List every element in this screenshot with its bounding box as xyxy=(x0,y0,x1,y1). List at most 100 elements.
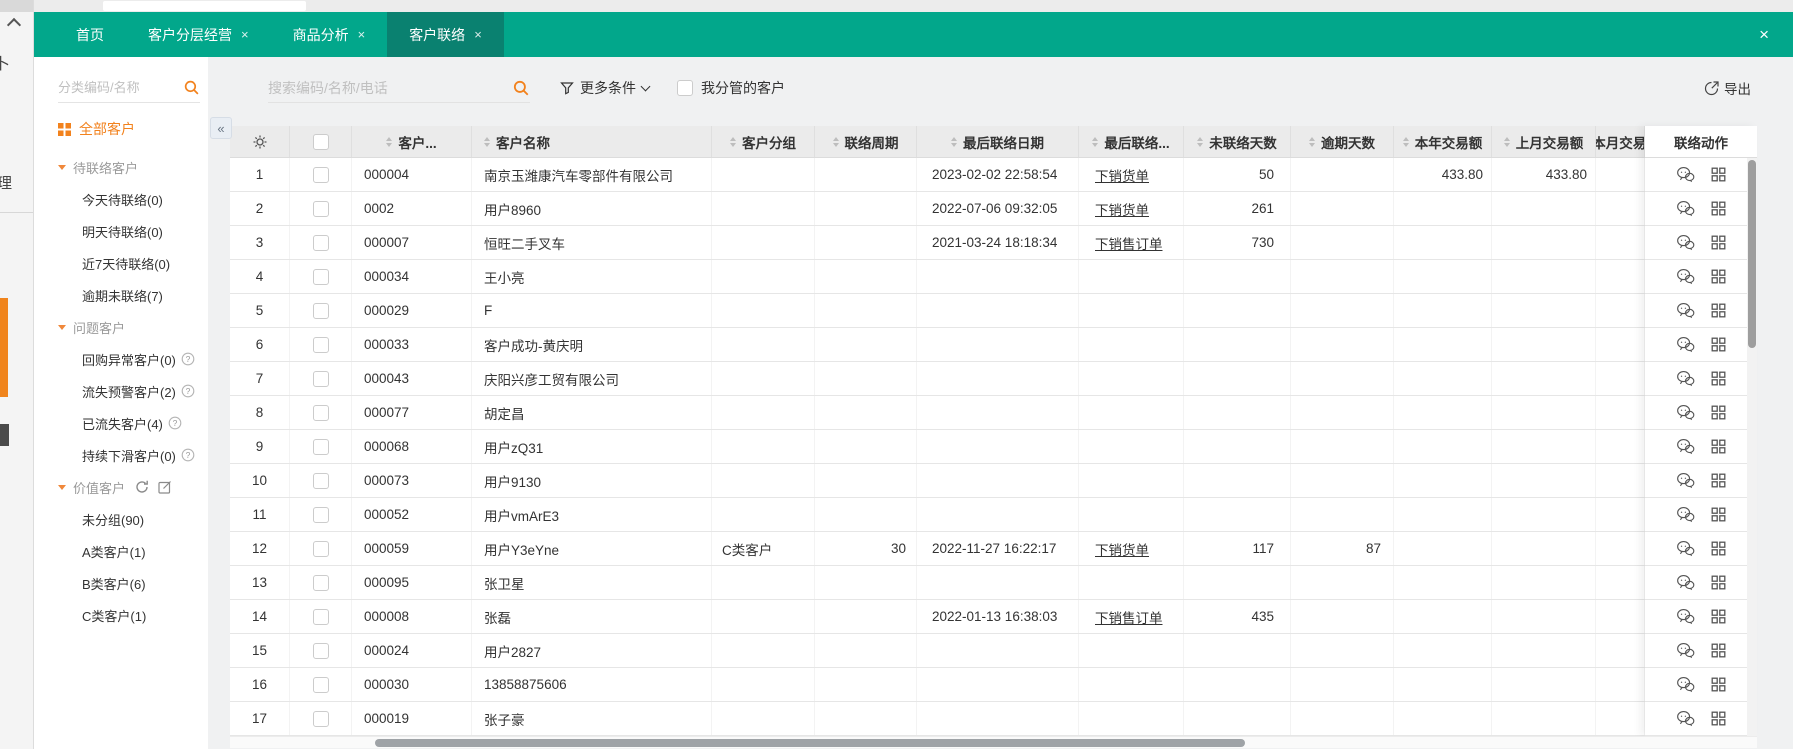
row-checkbox[interactable] xyxy=(312,200,329,217)
export-button[interactable]: 导出 xyxy=(1704,78,1751,98)
column-settings-button[interactable] xyxy=(230,126,290,157)
sidebar-item[interactable]: 已流失客户(4)? xyxy=(34,407,208,439)
last-action-link[interactable]: 下销售订单 xyxy=(1095,610,1163,626)
row-checkbox[interactable] xyxy=(312,676,329,693)
cell-last_action[interactable]: 下销货单 xyxy=(1079,532,1184,565)
more-actions-button[interactable] xyxy=(1711,439,1726,454)
more-actions-button[interactable] xyxy=(1711,711,1726,726)
row-checkbox[interactable] xyxy=(312,642,329,659)
more-actions-button[interactable] xyxy=(1711,575,1726,590)
wechat-action-button[interactable] xyxy=(1676,472,1695,489)
cell-last_action[interactable]: 下销售订单 xyxy=(1079,600,1184,633)
more-actions-button[interactable] xyxy=(1711,337,1726,352)
wechat-action-button[interactable] xyxy=(1676,506,1695,523)
close-all-icon[interactable]: × xyxy=(1759,24,1769,44)
more-actions-button[interactable] xyxy=(1711,541,1726,556)
help-icon[interactable]: ? xyxy=(181,352,195,366)
sidebar-item-all-customers[interactable]: 全部客户 xyxy=(58,119,208,139)
refresh-icon[interactable] xyxy=(135,480,149,494)
sidebar-item[interactable]: 持续下滑客户(0)? xyxy=(34,439,208,471)
wechat-action-button[interactable] xyxy=(1676,540,1695,557)
sidebar-item[interactable]: 近7天待联络(0) xyxy=(34,247,208,279)
vertical-scrollbar-thumb[interactable] xyxy=(1748,160,1756,348)
row-checkbox[interactable] xyxy=(312,302,329,319)
column-header-name[interactable]: 客户名称 xyxy=(472,126,712,157)
more-actions-button[interactable] xyxy=(1711,167,1726,182)
sidebar-item[interactable]: 回购异常客户(0)? xyxy=(34,343,208,375)
help-icon[interactable]: ? xyxy=(168,416,182,430)
column-header-last_action[interactable]: 最后联络... xyxy=(1079,126,1184,157)
column-header-code[interactable]: 客户... xyxy=(352,126,472,157)
row-checkbox[interactable] xyxy=(312,268,329,285)
my-customers-filter[interactable]: 我分管的客户 xyxy=(677,78,785,98)
more-actions-button[interactable] xyxy=(1711,643,1726,658)
last-action-link[interactable]: 下销货单 xyxy=(1095,202,1149,218)
sidebar-item[interactable]: B类客户(6) xyxy=(34,567,208,599)
row-checkbox[interactable] xyxy=(312,574,329,591)
row-checkbox[interactable] xyxy=(312,608,329,625)
edit-icon[interactable] xyxy=(158,480,172,494)
sidebar-item[interactable]: 今天待联络(0) xyxy=(34,183,208,215)
tab[interactable]: 客户联络 × xyxy=(387,12,504,57)
column-header-cycle[interactable]: 联络周期 xyxy=(815,126,917,157)
wechat-action-button[interactable] xyxy=(1676,608,1695,625)
wechat-action-button[interactable] xyxy=(1676,642,1695,659)
row-checkbox[interactable] xyxy=(312,472,329,489)
column-header-days[interactable]: 未联络天数 xyxy=(1184,126,1291,157)
sidebar-item[interactable]: 未分组(90) xyxy=(34,503,208,535)
wechat-action-button[interactable] xyxy=(1676,404,1695,421)
wechat-action-button[interactable] xyxy=(1676,676,1695,693)
row-checkbox[interactable] xyxy=(312,336,329,353)
sidebar-group[interactable]: 问题客户 xyxy=(34,311,208,343)
tab[interactable]: 客户分层经营 × xyxy=(126,12,271,57)
wechat-action-button[interactable] xyxy=(1676,710,1695,727)
tab-close-icon[interactable]: × xyxy=(474,27,482,42)
last-action-link[interactable]: 下销货单 xyxy=(1095,542,1149,558)
more-actions-button[interactable] xyxy=(1711,235,1726,250)
row-checkbox[interactable] xyxy=(312,438,329,455)
horizontal-scrollbar[interactable] xyxy=(230,736,1757,748)
cell-last_action[interactable]: 下销货单 xyxy=(1079,192,1184,225)
cell-last_action[interactable]: 下销货单 xyxy=(1079,158,1184,191)
wechat-action-button[interactable] xyxy=(1676,166,1695,183)
row-checkbox[interactable] xyxy=(312,370,329,387)
help-icon[interactable]: ? xyxy=(181,448,195,462)
sidebar-item[interactable]: 流失预警客户(2)? xyxy=(34,375,208,407)
vertical-scrollbar[interactable] xyxy=(1747,158,1757,736)
my-customers-checkbox[interactable] xyxy=(677,80,693,96)
sidebar-collapse-button[interactable]: « xyxy=(210,117,232,139)
more-filters-button[interactable]: 更多条件 xyxy=(560,78,651,98)
horizontal-scrollbar-thumb[interactable] xyxy=(375,739,1245,747)
search-icon[interactable] xyxy=(512,79,530,97)
tab-close-icon[interactable]: × xyxy=(357,27,366,42)
customer-search-input[interactable] xyxy=(268,79,512,96)
help-icon[interactable]: ? xyxy=(181,384,195,398)
sidebar-item[interactable]: C类客户(1) xyxy=(34,599,208,631)
more-actions-button[interactable] xyxy=(1711,371,1726,386)
wechat-action-button[interactable] xyxy=(1676,200,1695,217)
column-header-overdue[interactable]: 逾期天数 xyxy=(1291,126,1394,157)
column-header-year_amt[interactable]: 本年交易额 xyxy=(1394,126,1492,157)
sidebar-group[interactable]: 待联络客户 xyxy=(34,151,208,183)
tab[interactable]: 首页 xyxy=(54,12,126,57)
category-search-input[interactable] xyxy=(58,80,183,95)
sidebar-group[interactable]: 价值客户 xyxy=(34,471,208,503)
wechat-action-button[interactable] xyxy=(1676,438,1695,455)
wechat-action-button[interactable] xyxy=(1676,302,1695,319)
more-actions-button[interactable] xyxy=(1711,303,1726,318)
more-actions-button[interactable] xyxy=(1711,507,1726,522)
wechat-action-button[interactable] xyxy=(1676,268,1695,285)
cell-last_action[interactable]: 下销售订单 xyxy=(1079,226,1184,259)
row-checkbox[interactable] xyxy=(312,540,329,557)
search-icon[interactable] xyxy=(183,79,200,96)
column-header-this_month_amt[interactable]: 本月交易额 xyxy=(1596,126,1645,157)
sidebar-item[interactable]: 逾期未联络(7) xyxy=(34,279,208,311)
column-header-group[interactable]: 客户分组 xyxy=(712,126,815,157)
row-checkbox[interactable] xyxy=(312,166,329,183)
row-checkbox[interactable] xyxy=(312,506,329,523)
more-actions-button[interactable] xyxy=(1711,269,1726,284)
sidebar-item[interactable]: 明天待联络(0) xyxy=(34,215,208,247)
wechat-action-button[interactable] xyxy=(1676,370,1695,387)
row-checkbox[interactable] xyxy=(312,710,329,727)
more-actions-button[interactable] xyxy=(1711,405,1726,420)
